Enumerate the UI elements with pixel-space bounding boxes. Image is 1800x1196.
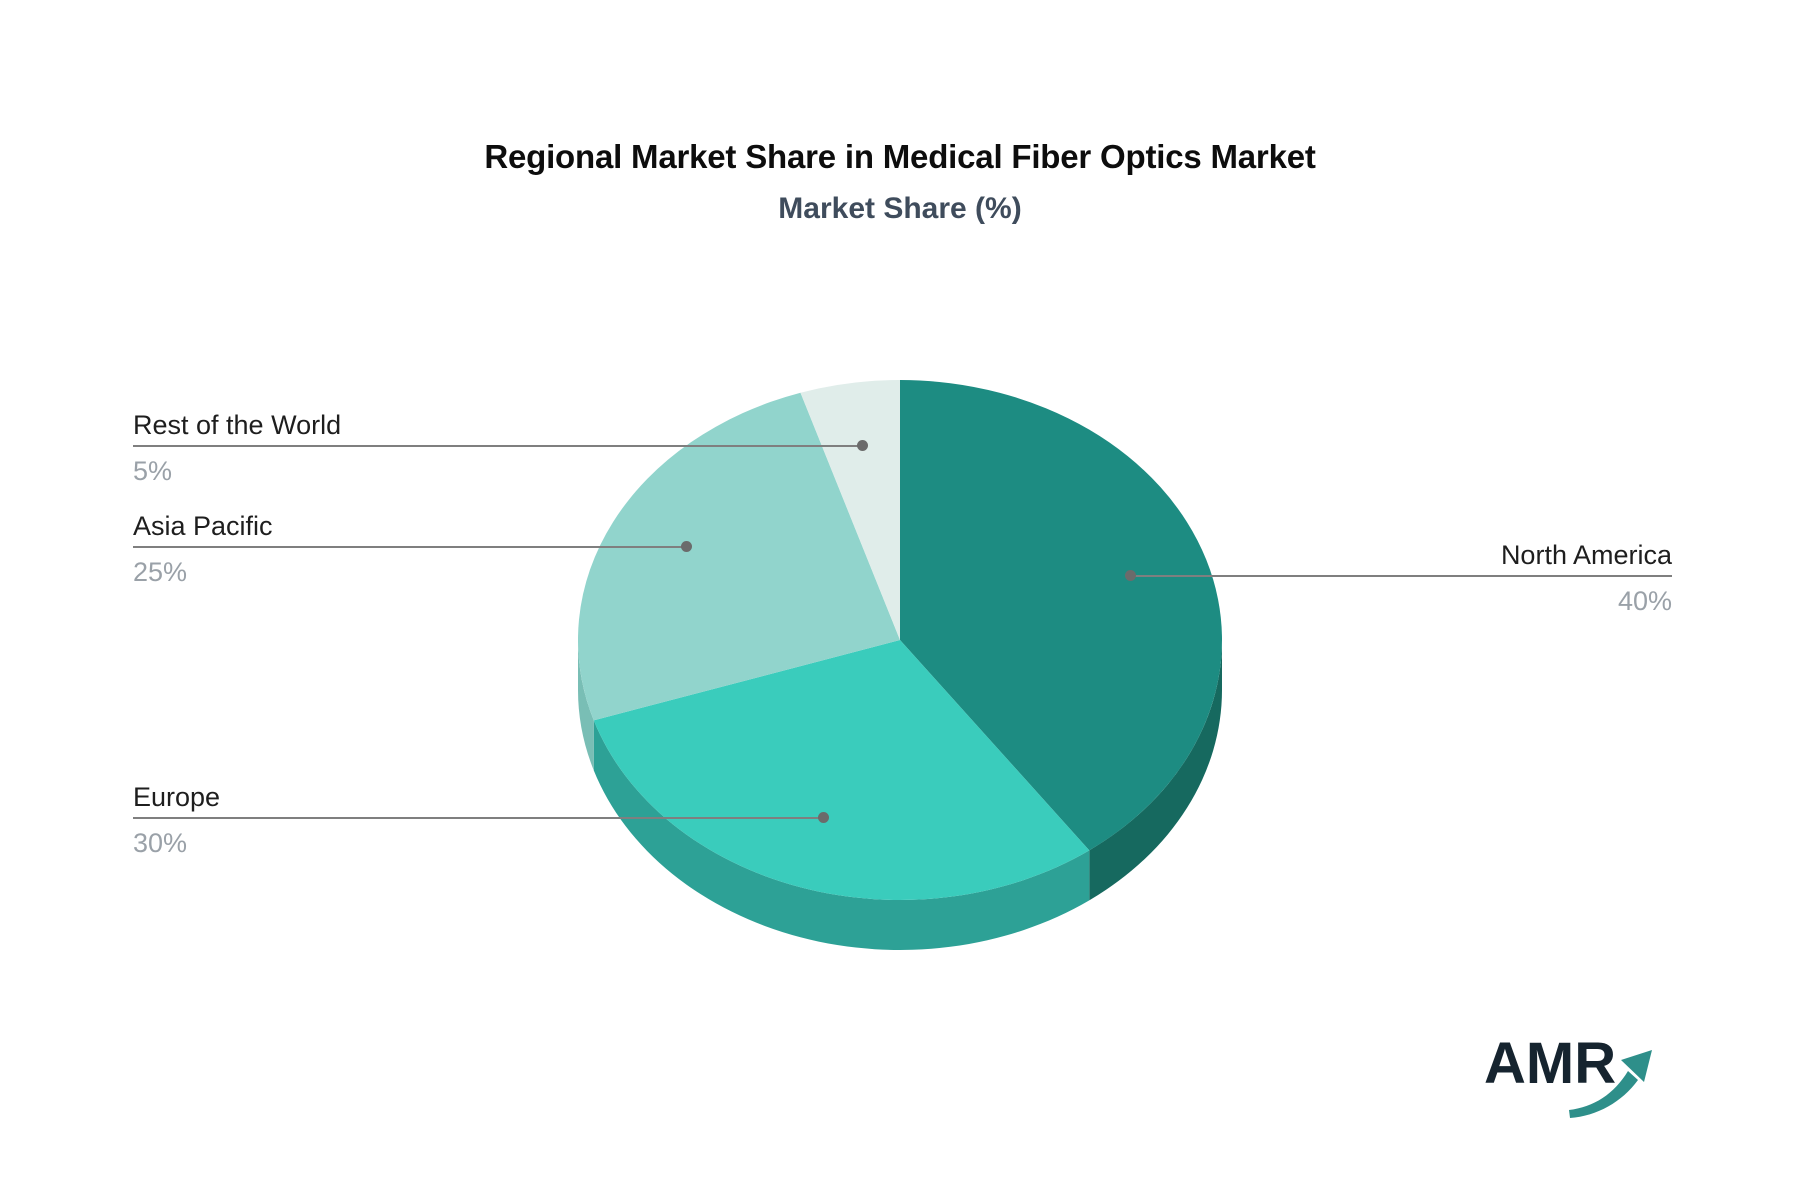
leader-dot xyxy=(1125,570,1136,581)
slice-percent: 5% xyxy=(133,456,173,486)
callout-europe: Europe 30% xyxy=(133,781,829,859)
slice-label: North America xyxy=(1500,540,1672,570)
callout-rest-of-the-world: Rest of the World 5% xyxy=(133,409,868,487)
slice-label: Asia Pacific xyxy=(133,511,273,541)
chart-title: Regional Market Share in Medical Fiber O… xyxy=(484,138,1316,175)
callout-asia-pacific: Asia Pacific 25% xyxy=(133,510,692,588)
chart-subtitle: Market Share (%) xyxy=(778,192,1022,225)
amr-logo-text: AMR xyxy=(1484,1031,1617,1096)
callout-north-america: North America 40% xyxy=(1125,539,1672,617)
leader-line xyxy=(133,812,829,823)
slice-label: Europe xyxy=(133,782,221,812)
leader-line xyxy=(1125,570,1672,581)
slice-percent: 30% xyxy=(133,828,188,858)
slice-label: Rest of the World xyxy=(133,410,342,440)
leader-line xyxy=(133,541,692,552)
slice-percent: 25% xyxy=(133,557,188,587)
leader-dot xyxy=(681,541,692,552)
growth-arrow-icon xyxy=(1569,1050,1652,1118)
amr-logo: AMR xyxy=(1484,1030,1664,1126)
leader-dot xyxy=(857,440,868,451)
slice-percent: 40% xyxy=(1617,586,1672,616)
leader-dot xyxy=(818,812,829,823)
leader-line xyxy=(133,440,868,451)
